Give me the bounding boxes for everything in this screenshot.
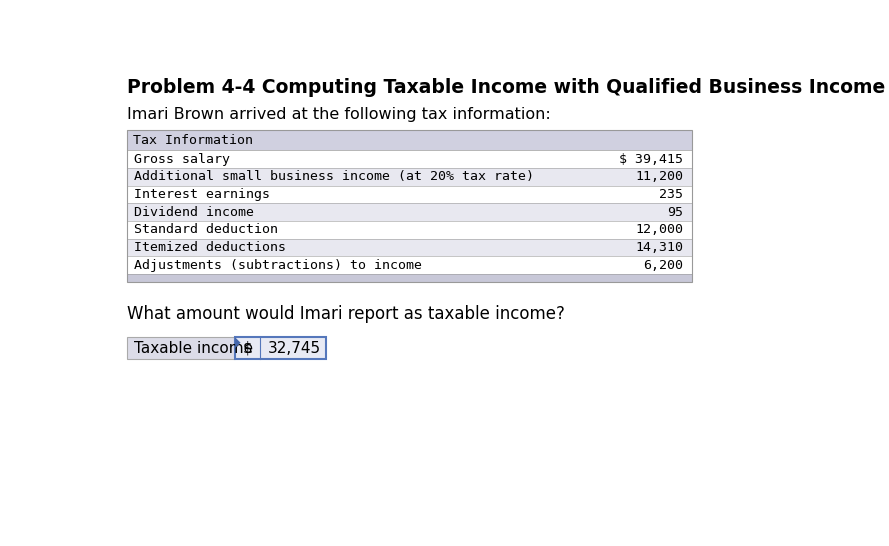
Bar xyxy=(126,239,693,257)
Bar xyxy=(126,274,693,282)
Text: $: $ xyxy=(243,341,252,355)
Text: Adjustments (subtractions) to income: Adjustments (subtractions) to income xyxy=(134,259,422,272)
Bar xyxy=(235,337,325,359)
Text: 95: 95 xyxy=(667,206,683,219)
Text: 6,200: 6,200 xyxy=(643,259,683,272)
Bar xyxy=(126,168,693,186)
Text: 32,745: 32,745 xyxy=(268,341,321,355)
Text: 11,200: 11,200 xyxy=(635,170,683,183)
Text: What amount would Imari report as taxable income?: What amount would Imari report as taxabl… xyxy=(126,305,565,323)
Bar xyxy=(126,130,693,150)
Text: Dividend income: Dividend income xyxy=(134,206,254,219)
Polygon shape xyxy=(235,337,241,348)
Text: Itemized deductions: Itemized deductions xyxy=(134,241,286,254)
Text: Imari Brown arrived at the following tax information:: Imari Brown arrived at the following tax… xyxy=(126,107,550,122)
Bar xyxy=(126,337,235,359)
Bar xyxy=(126,221,693,239)
Text: 235: 235 xyxy=(659,188,683,201)
Text: Problem 4-4 Computing Taxable Income with Qualified Business Income [LO4-2]: Problem 4-4 Computing Taxable Income wit… xyxy=(126,78,889,97)
Bar xyxy=(126,130,693,282)
Text: 14,310: 14,310 xyxy=(635,241,683,254)
Bar xyxy=(126,150,693,168)
Bar xyxy=(126,203,693,221)
Text: Tax Information: Tax Information xyxy=(132,134,252,147)
Text: 12,000: 12,000 xyxy=(635,223,683,236)
Text: $ 39,415: $ 39,415 xyxy=(619,152,683,165)
Bar xyxy=(126,186,693,203)
Text: Additional small business income (at 20% tax rate): Additional small business income (at 20%… xyxy=(134,170,534,183)
Text: Gross salary: Gross salary xyxy=(134,152,230,165)
Text: Interest earnings: Interest earnings xyxy=(134,188,270,201)
Bar xyxy=(126,257,693,274)
Text: Standard deduction: Standard deduction xyxy=(134,223,278,236)
Text: Taxable income: Taxable income xyxy=(134,341,253,355)
